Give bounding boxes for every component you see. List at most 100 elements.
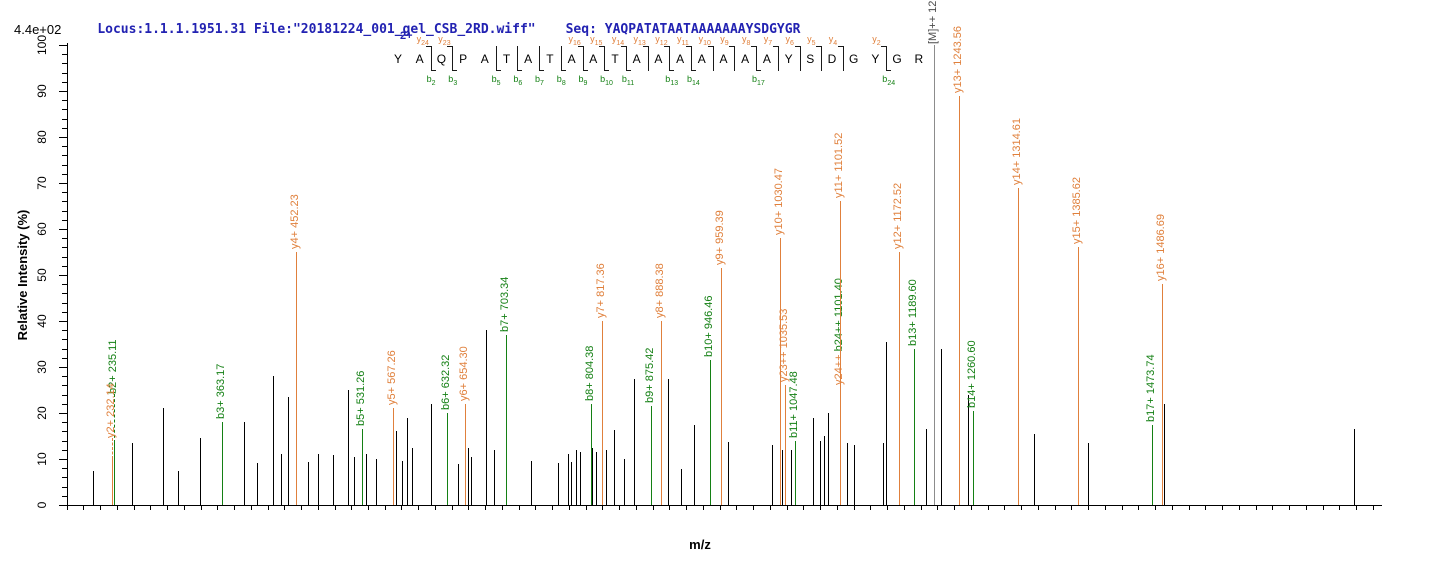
peak-label: y2+ 232.14 <box>104 382 117 438</box>
y-ion-flag-label: y7 <box>763 34 773 47</box>
y-ion-flag-index: 11 <box>681 39 689 47</box>
sequence-residue: A <box>719 52 728 66</box>
y-tick-label: 90 <box>35 84 49 98</box>
peak-label: [M]++ 121 <box>926 0 939 45</box>
y-ion-flag-label: y10 <box>698 34 711 47</box>
y-ion-flag-label: y12 <box>655 34 668 47</box>
peak-label: y10+ 1030.47 <box>773 168 786 236</box>
spectrum-peak-unassigned <box>595 452 597 505</box>
spectrum-peak-unassigned <box>781 449 783 505</box>
x-minor-tick <box>903 506 905 510</box>
spectrum-peak-unassigned <box>531 460 533 505</box>
spectrum-peak-y_ions <box>601 321 603 505</box>
spectrum-peak-unassigned <box>592 447 594 505</box>
b-ion-flag-label: b5 <box>491 74 501 87</box>
peak-label: y4+ 452.23 <box>289 194 302 249</box>
x-minor-tick <box>384 506 386 510</box>
spectrum-peak-b_ions <box>114 442 116 505</box>
spectrum-peak-unassigned <box>471 456 472 505</box>
b-ion-flag-label: b9 <box>578 74 588 87</box>
y-tick-label: 50 <box>35 268 49 282</box>
spectrum-peak-y_ions <box>392 408 394 505</box>
peak-label: b7+ 703.34 <box>499 276 512 332</box>
y-ion-flag-label: y6 <box>785 34 794 47</box>
y-major-tick <box>59 275 67 276</box>
spectrum-peak-unassigned <box>1088 442 1090 505</box>
y-ion-flag-label: y15 <box>590 34 603 47</box>
x-minor-tick <box>418 506 420 510</box>
sequence-residue: A <box>741 52 750 66</box>
y-ion-flag-arm <box>664 46 670 47</box>
x-minor-tick <box>334 506 336 510</box>
y-minor-tick <box>62 173 67 175</box>
spectrum-peak-y_ions <box>465 403 467 505</box>
x-minor-tick <box>1356 506 1358 510</box>
y-minor-tick <box>62 238 67 240</box>
y-ion-flag-index: 15 <box>594 39 603 47</box>
sequence-residue: A <box>654 52 663 66</box>
spectrum-peak-b_ions <box>650 406 652 505</box>
spectrum-peak-unassigned <box>272 376 274 505</box>
y-major-tick <box>59 45 67 46</box>
spectrum-peak-b_ions <box>221 422 223 505</box>
y-ion-flag-index: 9 <box>724 39 729 47</box>
b-ion-flag-index: 5 <box>496 79 501 87</box>
x-minor-tick <box>686 506 688 510</box>
fragment-cleavage-tick <box>821 46 823 71</box>
y-tick-label: 100 <box>35 34 49 56</box>
y-minor-tick <box>62 477 67 479</box>
y-ion-flag-index: 12 <box>659 39 668 47</box>
sequence-residue: T <box>502 52 511 66</box>
spectrum-peak-unassigned <box>824 436 826 505</box>
fragment-cleavage-tick <box>560 46 562 71</box>
y-minor-tick <box>62 219 67 221</box>
x-minor-tick <box>301 506 303 510</box>
spectrum-peak-unassigned <box>925 429 927 505</box>
x-minor-tick <box>769 506 771 510</box>
b-ion-flag-index: 24 <box>887 79 896 87</box>
x-minor-tick <box>217 506 219 510</box>
b-ion-flag-label: b11 <box>621 74 635 87</box>
b-ion-flag-arm <box>756 70 761 71</box>
y-tick-label: 40 <box>35 314 49 328</box>
spectrum-peak-unassigned <box>332 455 334 505</box>
peak-label-part: b24++ 1101.40 <box>832 277 845 352</box>
y-minor-tick <box>62 81 67 83</box>
sequence-residue: A <box>632 52 641 66</box>
spectrum-peak-unassigned <box>846 442 848 505</box>
fragment-cleavage-tick <box>842 46 844 71</box>
y-minor-tick <box>62 118 67 120</box>
spectrum-peak-b_ions <box>447 413 448 505</box>
b-ion-flag-arm <box>539 70 544 71</box>
sequence-residue: A <box>415 52 424 66</box>
peak-label: y13+ 1243.56 <box>951 25 964 93</box>
x-minor-tick <box>853 506 855 510</box>
y-minor-tick <box>62 72 67 74</box>
spectrum-peak-unassigned <box>605 449 607 505</box>
y-minor-tick <box>62 394 67 396</box>
x-axis-title: m/z <box>689 537 711 552</box>
seq-label: Seq: <box>565 22 597 37</box>
fragment-cleavage-tick <box>495 46 497 71</box>
x-axis-line <box>67 505 1382 506</box>
x-minor-tick <box>1289 506 1291 510</box>
spectrum-peak-unassigned <box>177 471 179 505</box>
sequence-residue: A <box>524 52 533 66</box>
spectrum-peak-unassigned <box>353 456 355 505</box>
fragment-cleavage-tick <box>625 46 627 71</box>
sequence-residue: Y <box>784 52 793 66</box>
fragment-cleavage-tick <box>886 46 888 71</box>
b-ion-flag-arm <box>669 70 675 71</box>
x-minor-tick <box>267 506 269 510</box>
y-major-tick <box>59 413 67 414</box>
y-minor-tick <box>62 431 67 433</box>
peak-label: b17+ 1473.74 <box>1144 353 1157 422</box>
peak-label: y6+ 654.30 <box>458 346 471 401</box>
b-ion-flag-arm <box>886 70 892 71</box>
spectrum-peak-unassigned <box>256 462 258 505</box>
y-minor-tick <box>62 376 67 378</box>
y-ion-flag-index: 10 <box>703 39 711 47</box>
y-minor-tick <box>62 247 67 249</box>
x-minor-tick <box>284 506 286 510</box>
